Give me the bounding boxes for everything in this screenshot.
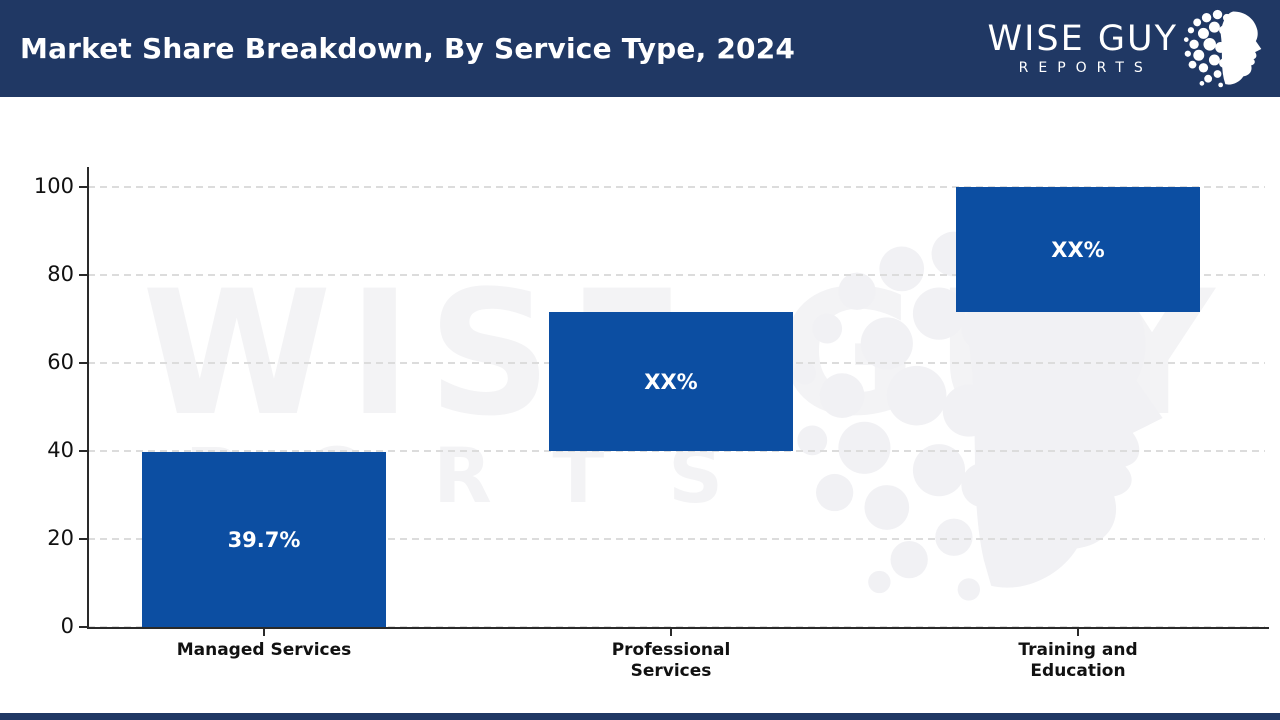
- x-tick-mark: [670, 627, 672, 636]
- y-tick-mark: [79, 362, 88, 364]
- y-gridline: [88, 186, 1265, 188]
- y-tick-label: 80: [47, 262, 74, 286]
- x-tick-mark: [263, 627, 265, 636]
- bar-value-label: XX%: [644, 369, 698, 394]
- brand-logo-text: WISE GUY REPORTS: [987, 19, 1178, 76]
- footer-bar: [0, 713, 1280, 720]
- logo-wiseguy-label: WISE GUY: [987, 19, 1178, 59]
- page-title: Market Share Breakdown, By Service Type,…: [20, 32, 796, 65]
- x-category-label: Training and Education: [1018, 640, 1138, 682]
- x-category-label: Managed Services: [176, 640, 352, 660]
- y-gridline: [88, 450, 1265, 452]
- y-tick-mark: [79, 538, 88, 540]
- x-category-label: Professional Services: [611, 640, 731, 682]
- y-tick-label: 20: [47, 526, 74, 550]
- y-tick-mark: [79, 626, 88, 628]
- logo-reports-label: REPORTS: [1018, 60, 1153, 76]
- bar-managed-services: 39.7%: [142, 452, 386, 627]
- y-tick-mark: [79, 186, 88, 188]
- brand-logo: WISE GUY REPORTS: [987, 0, 1266, 97]
- y-tick-label: 100: [33, 174, 74, 198]
- wiseguy-head-icon: [1183, 9, 1262, 87]
- y-gridline: [88, 538, 1265, 540]
- bar-value-label: XX%: [1051, 237, 1105, 262]
- y-tick-label: 40: [47, 438, 74, 462]
- header-bar: Market Share Breakdown, By Service Type,…: [0, 0, 1280, 97]
- y-tick-label: 0: [60, 614, 74, 638]
- y-tick-mark: [79, 450, 88, 452]
- bar-professional-services: XX%: [549, 312, 793, 451]
- y-tick-label: 60: [47, 350, 74, 374]
- y-tick-mark: [79, 274, 88, 276]
- bar-training-and-education: XX%: [956, 187, 1200, 313]
- x-axis-spine: [87, 627, 1269, 629]
- y-gridline: [88, 274, 1265, 276]
- x-tick-mark: [1077, 627, 1079, 636]
- y-axis-spine: [87, 167, 89, 629]
- bar-value-label: 39.7%: [227, 527, 301, 552]
